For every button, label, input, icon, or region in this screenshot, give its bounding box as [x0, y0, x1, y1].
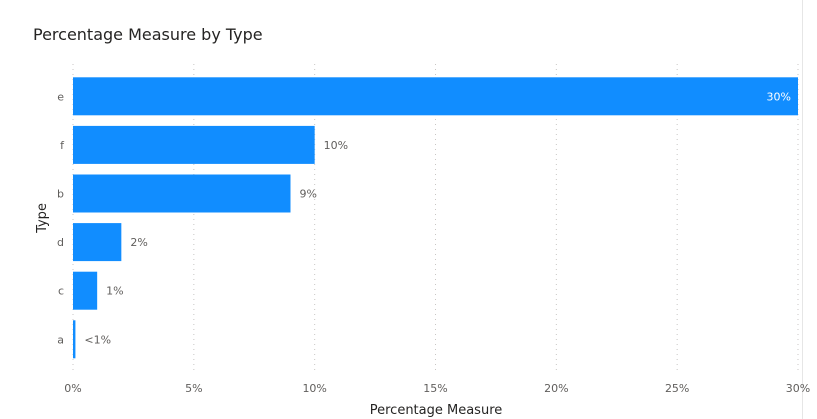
- bar-a[interactable]: [73, 320, 76, 359]
- x-tick-label: 10%: [302, 382, 326, 395]
- y-tick-label: b: [57, 188, 64, 201]
- x-tick-label: 25%: [665, 382, 689, 395]
- y-tick-label: f: [60, 139, 65, 152]
- y-tick-label: e: [57, 90, 64, 103]
- data-label: 2%: [130, 236, 147, 249]
- y-tick-label: d: [57, 236, 64, 249]
- x-axis-title: Percentage Measure: [370, 403, 503, 418]
- data-label: <1%: [84, 333, 111, 346]
- bar-f[interactable]: [73, 125, 315, 164]
- x-tick-label: 5%: [185, 382, 202, 395]
- x-tick-label: 0%: [64, 382, 81, 395]
- x-tick-label: 20%: [544, 382, 568, 395]
- data-label: 1%: [106, 285, 123, 298]
- bar-b[interactable]: [73, 174, 291, 213]
- data-label: 10%: [324, 139, 348, 152]
- bar-c[interactable]: [73, 271, 98, 310]
- x-tick-label: 30%: [786, 382, 810, 395]
- x-tick-label: 15%: [423, 382, 447, 395]
- visual-border: [802, 0, 803, 419]
- y-tick-label: a: [57, 333, 64, 346]
- bar-d[interactable]: [73, 223, 122, 262]
- data-label: 30%: [767, 90, 791, 103]
- y-axis-title: Type: [35, 203, 50, 234]
- y-tick-label: c: [58, 285, 64, 298]
- chart-title: Percentage Measure by Type: [33, 25, 263, 44]
- bar-e[interactable]: [73, 77, 798, 116]
- data-label: 9%: [300, 188, 317, 201]
